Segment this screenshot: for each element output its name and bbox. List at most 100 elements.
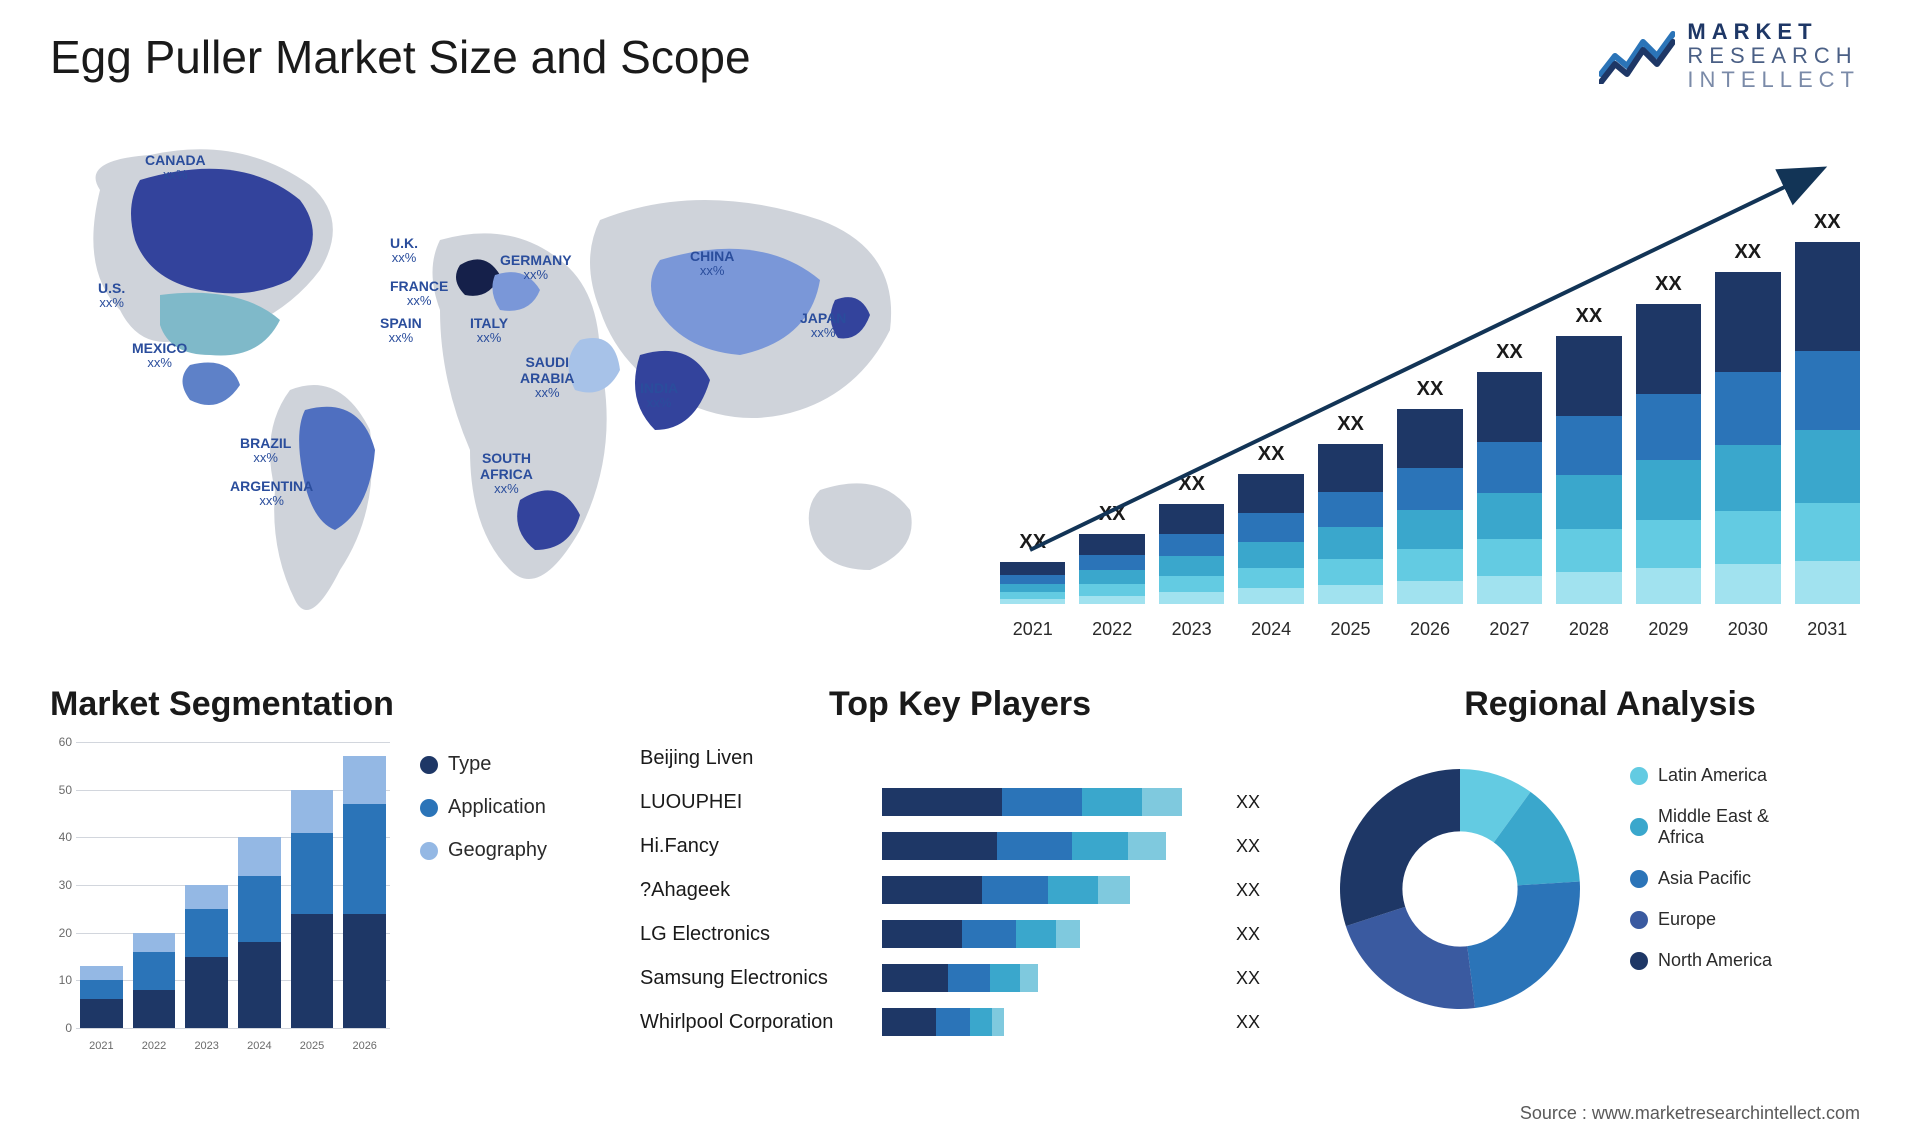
player-name: LG Electronics [640, 923, 870, 946]
player-value: XX [1236, 792, 1280, 813]
world-map: CANADAxx%U.S.xx%MEXICOxx%BRAZILxx%ARGENT… [40, 130, 960, 650]
segmentation-bar [343, 756, 386, 1028]
region-title: Regional Analysis [1330, 685, 1890, 724]
growth-bar: XX [1477, 372, 1542, 604]
growth-year-label: 2022 [1079, 619, 1144, 640]
map-label: ARGENTINAxx% [230, 478, 313, 509]
growth-year-label: 2023 [1159, 619, 1224, 640]
segmentation-bar [133, 933, 176, 1028]
map-label: FRANCExx% [390, 278, 448, 309]
seg-xlabel: 2025 [291, 1040, 334, 1052]
legend-item: Middle East &Africa [1630, 806, 1772, 848]
growth-bar-label: XX [1655, 273, 1682, 296]
region-legend: Latin AmericaMiddle East &AfricaAsia Pac… [1630, 765, 1772, 991]
growth-bar-label: XX [1337, 413, 1364, 436]
seg-ylabel: 60 [59, 735, 72, 749]
growth-year-label: 2024 [1238, 619, 1303, 640]
player-row: LG Electronics XX [640, 912, 1280, 956]
logo-mark-icon [1599, 28, 1675, 84]
map-label: ITALYxx% [470, 315, 508, 346]
region-donut [1330, 759, 1590, 1019]
growth-bar: XX [1715, 272, 1780, 604]
legend-item: Geography [420, 839, 547, 862]
growth-bar-label: XX [1258, 443, 1285, 466]
page-title: Egg Puller Market Size and Scope [50, 30, 751, 84]
seg-ylabel: 10 [59, 973, 72, 987]
segmentation-legend: Type Application Geography [420, 753, 547, 882]
seg-xlabel: 2026 [343, 1040, 386, 1052]
seg-ylabel: 30 [59, 878, 72, 892]
growth-bar-label: XX [1099, 503, 1126, 526]
region-panel: Regional Analysis Latin AmericaMiddle Ea… [1330, 685, 1890, 724]
player-value: XX [1236, 836, 1280, 857]
map-label: CANADAxx% [145, 152, 206, 183]
seg-ylabel: 50 [59, 783, 72, 797]
player-row: Samsung Electronics XX [640, 956, 1280, 1000]
map-label: GERMANYxx% [500, 252, 572, 283]
growth-year-label: 2025 [1318, 619, 1383, 640]
growth-bar: XX [1079, 534, 1144, 604]
map-label: BRAZILxx% [240, 435, 291, 466]
growth-bar: XX [1397, 409, 1462, 604]
source-citation: Source : www.marketresearchintellect.com [1520, 1103, 1860, 1124]
player-row: Beijing Liven [640, 736, 1280, 780]
growth-bar: XX [1795, 242, 1860, 604]
growth-bar: XX [1238, 474, 1303, 604]
player-value: XX [1236, 1012, 1280, 1033]
map-label: U.K.xx% [390, 235, 418, 266]
player-row: LUOUPHEI XX [640, 780, 1280, 824]
growth-bar-label: XX [1178, 473, 1205, 496]
growth-year-label: 2021 [1000, 619, 1065, 640]
player-bar [882, 920, 1224, 948]
map-label: SAUDIARABIAxx% [520, 354, 574, 401]
growth-bar-chart: XXXXXXXXXXXXXXXXXXXXXX 20212022202320242… [1000, 150, 1860, 640]
segmentation-bar [80, 966, 123, 1028]
player-row: Whirlpool Corporation XX [640, 1000, 1280, 1044]
player-bar [882, 964, 1224, 992]
brand-logo: MARKET RESEARCH INTELLECT [1599, 20, 1860, 93]
legend-item: Type [420, 753, 547, 776]
player-name: LUOUPHEI [640, 791, 870, 814]
segmentation-title: Market Segmentation [50, 685, 570, 724]
map-label: U.S.xx% [98, 280, 125, 311]
seg-xlabel: 2021 [80, 1040, 123, 1052]
player-row: ?Ahageek XX [640, 868, 1280, 912]
growth-bar: XX [1159, 504, 1224, 604]
player-bar [882, 876, 1224, 904]
seg-xlabel: 2022 [133, 1040, 176, 1052]
player-name: Hi.Fancy [640, 835, 870, 858]
growth-year-label: 2028 [1556, 619, 1621, 640]
players-title: Top Key Players [640, 685, 1280, 724]
player-name: Whirlpool Corporation [640, 1011, 870, 1034]
player-bar [882, 832, 1224, 860]
player-name: ?Ahageek [640, 879, 870, 902]
growth-year-label: 2030 [1715, 619, 1780, 640]
player-value: XX [1236, 968, 1280, 989]
player-bar [882, 1008, 1224, 1036]
growth-bar-label: XX [1417, 378, 1444, 401]
player-value: XX [1236, 880, 1280, 901]
segmentation-bar [238, 837, 281, 1028]
seg-xlabel: 2023 [185, 1040, 228, 1052]
growth-year-label: 2031 [1795, 619, 1860, 640]
growth-bar-label: XX [1734, 241, 1761, 264]
map-label: SPAINxx% [380, 315, 422, 346]
player-name: Samsung Electronics [640, 967, 870, 990]
segmentation-panel: Market Segmentation 0102030405060 202120… [50, 685, 570, 1052]
segmentation-chart: 0102030405060 202120222023202420252026 [50, 742, 390, 1052]
growth-bar: XX [1000, 562, 1065, 604]
players-panel: Top Key Players Beijing Liven LUOUPHEI XX H… [640, 685, 1280, 1044]
growth-year-label: 2029 [1636, 619, 1701, 640]
legend-item: Europe [1630, 909, 1772, 930]
seg-xlabel: 2024 [238, 1040, 281, 1052]
growth-bar-label: XX [1019, 531, 1046, 554]
legend-item: Application [420, 796, 547, 819]
growth-year-label: 2026 [1397, 619, 1462, 640]
logo-text-2: RESEARCH [1687, 44, 1860, 68]
growth-bar-label: XX [1576, 305, 1603, 328]
legend-item: North America [1630, 950, 1772, 971]
player-value: XX [1236, 924, 1280, 945]
player-name: Beijing Liven [640, 747, 870, 770]
segmentation-bar [185, 885, 228, 1028]
growth-bar-label: XX [1814, 211, 1841, 234]
